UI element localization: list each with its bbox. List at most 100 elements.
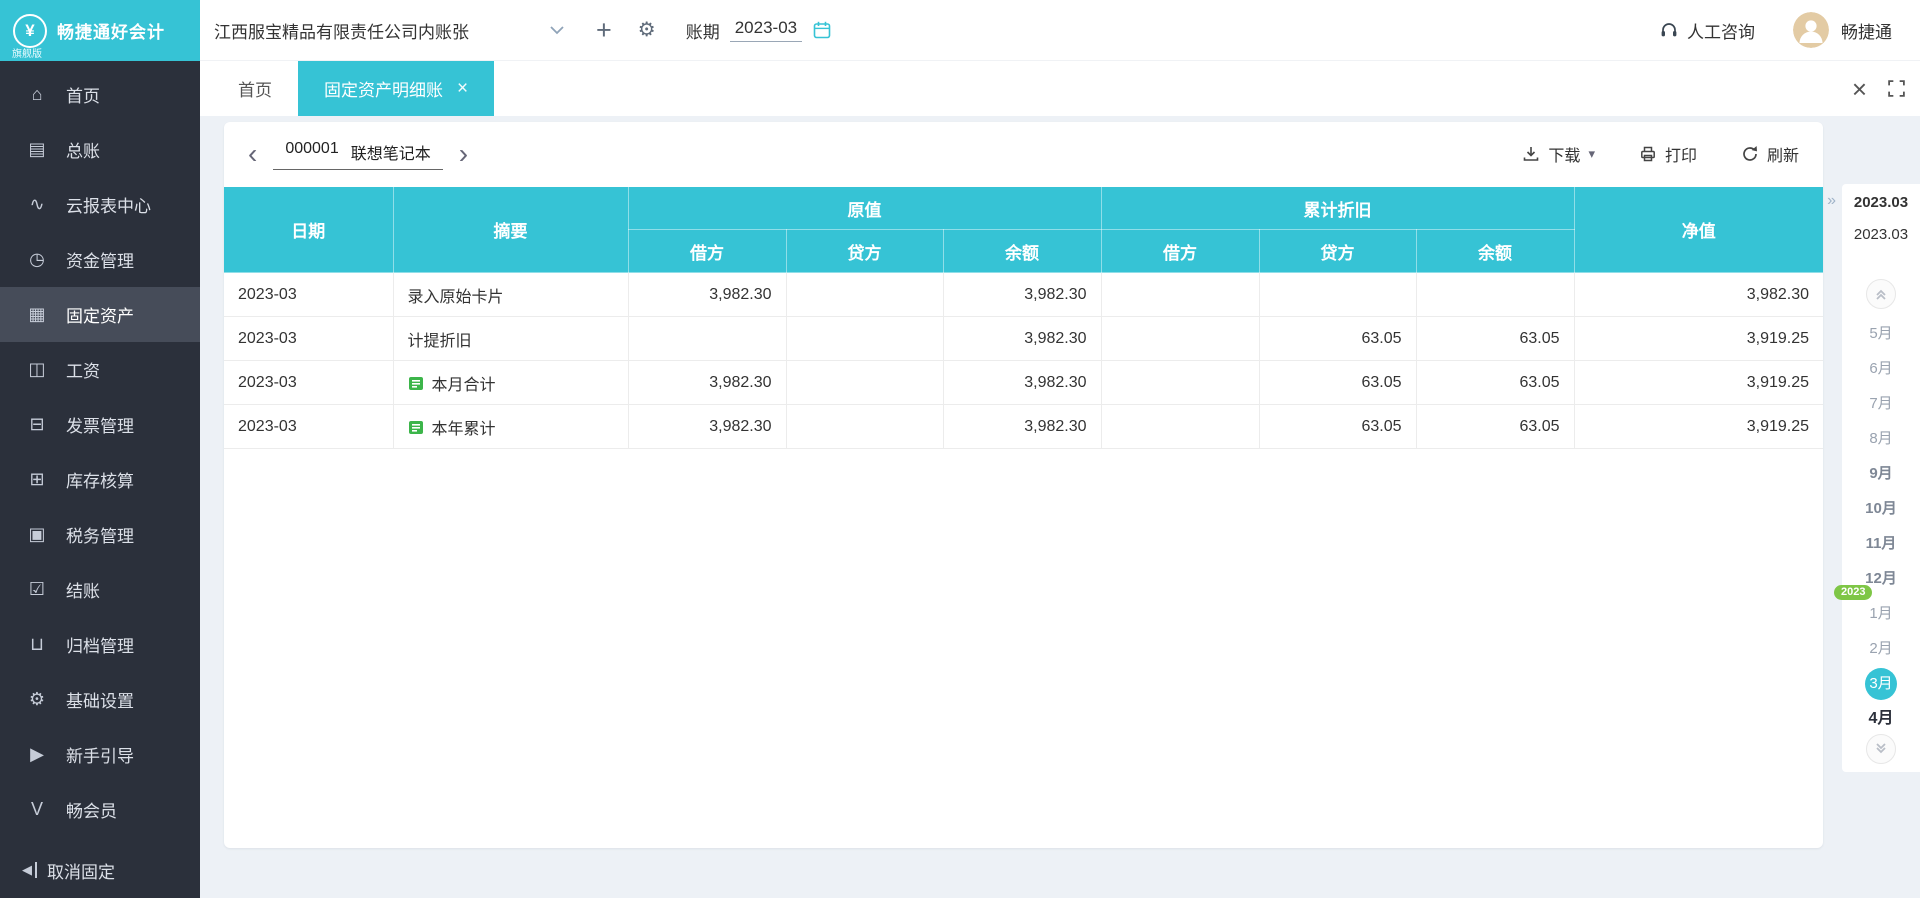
period-value[interactable]: 2023-03 (729, 18, 803, 42)
timeline-scroll-up-button[interactable] (1866, 279, 1896, 309)
sidebar-item-payroll[interactable]: ◫ 工资 (0, 342, 200, 397)
record-code: 000001 (285, 140, 339, 157)
table-row-month-total[interactable]: 2023-03 本月合计 3,982.30 3,982.30 63.05 63.… (224, 360, 1823, 405)
timeline-collapse-icon[interactable]: » (1827, 192, 1836, 209)
download-button[interactable]: 下载 ▾ (1522, 142, 1595, 166)
sidebar-item-member[interactable]: V 畅会员 (0, 782, 200, 837)
cell-dep-debit (1100, 360, 1260, 405)
sidebar-menu: ⌂ 首页 ▤ 总账 ∿ 云报表中心 ◷ 资金管理 ▦ 固定资产 ◫ 工资 ⊟ 发… (0, 61, 200, 837)
accounting-period: 账期 2023-03 (686, 18, 832, 43)
timeline-period-top: 2023.03 (1853, 194, 1909, 211)
timeline-month[interactable]: 7月 (1869, 395, 1893, 412)
sidebar-item-funds[interactable]: ◷ 资金管理 (0, 232, 200, 287)
timeline-month[interactable]: 2月 (1869, 640, 1893, 657)
col-group-accumulated-depreciation: 累计折旧 (1100, 186, 1575, 230)
add-account-button[interactable]: + (596, 14, 612, 45)
clock-icon: ◷ (29, 249, 45, 269)
sidebar-item-settings[interactable]: ⚙ 基础设置 (0, 672, 200, 727)
table-row[interactable]: 2023-03 计提折旧 3,982.30 63.05 63.05 3,919.… (224, 316, 1823, 361)
unpin-sidebar-button[interactable]: ◀ 取消固定 (0, 842, 200, 898)
close-page-icon[interactable]: × (1851, 73, 1867, 104)
company-select[interactable]: 江西服宝精品有限责任公司内账张 (214, 18, 564, 43)
sidebar-item-label: 基础设置 (66, 692, 134, 711)
record-navigator: ‹ 000001 联想笔记本 › (248, 138, 468, 170)
timeline-year-badge: 2023 (1834, 585, 1873, 600)
gear-icon[interactable]: ⚙ (637, 19, 656, 41)
cell-net: 3,982.30 (1573, 272, 1823, 317)
timeline-month[interactable]: 6月 (1869, 360, 1893, 377)
sidebar-item-fixed-assets[interactable]: ▦ 固定资产 (0, 287, 200, 342)
table-header: 日期 摘要 原值 累计折旧 净值 借方 贷方 余额 借方 贷方 余额 (224, 186, 1823, 273)
sidebar-item-general-ledger[interactable]: ▤ 总账 (0, 122, 200, 177)
timeline-months: 5月 6月 7月 8月 9月 10月 11月 12月 1月 2月 3月 4月 (1842, 316, 1920, 736)
sidebar-item-guide[interactable]: ▶ 新手引导 (0, 727, 200, 782)
fixed-asset-ledger-panel: ‹ 000001 联想笔记本 › 下载 ▾ 打印 刷新 (224, 122, 1823, 848)
tab-home[interactable]: 首页 (212, 61, 298, 116)
cell-ov-balance: 3,982.30 (942, 360, 1102, 405)
timeline-scroll-down-button[interactable] (1866, 734, 1896, 764)
col-group-original-value: 原值 (627, 186, 1102, 230)
timeline-month[interactable]: 5月 (1869, 325, 1893, 342)
tab-fixed-asset-ledger[interactable]: 固定资产明细账 × (298, 61, 495, 116)
sidebar-item-label: 总账 (66, 142, 100, 161)
card-toolbar: ‹ 000001 联想笔记本 › 下载 ▾ 打印 刷新 (224, 122, 1823, 186)
period-timeline: 2023.03 2023.03 5月 6月 7月 8月 9月 10月 11月 1… (1834, 184, 1920, 772)
sidebar-item-label: 归档管理 (66, 637, 134, 656)
cell-dep-credit: 63.05 (1258, 360, 1417, 405)
sidebar-item-inventory[interactable]: ⊞ 库存核算 (0, 452, 200, 507)
tab-label: 固定资产明细账 (324, 81, 443, 100)
refresh-label: 刷新 (1766, 148, 1799, 165)
sidebar-item-label: 税务管理 (66, 527, 134, 546)
refresh-button[interactable]: 刷新 (1741, 142, 1799, 166)
timeline-month[interactable]: 9月 (1869, 465, 1893, 482)
next-record-button[interactable]: › (458, 138, 469, 169)
collapse-left-icon: ◀ (22, 862, 37, 878)
table-row-year-total[interactable]: 2023-03 本年累计 3,982.30 3,982.30 63.05 63.… (224, 404, 1823, 449)
fullscreen-icon[interactable] (1887, 79, 1906, 98)
sidebar-item-invoices[interactable]: ⊟ 发票管理 (0, 397, 200, 452)
timeline-month[interactable]: 1月 (1869, 605, 1893, 622)
sidebar-item-closing[interactable]: ☑ 结账 (0, 562, 200, 617)
cell-ov-debit: 3,982.30 (627, 272, 787, 317)
timeline-month[interactable]: 10月 (1865, 500, 1897, 517)
timeline-month-active[interactable]: 3月 (1842, 666, 1920, 701)
sidebar-item-tax[interactable]: ▣ 税务管理 (0, 507, 200, 562)
chevron-down-icon: ▾ (1588, 146, 1595, 161)
cell-ov-debit (627, 316, 787, 361)
table-row[interactable]: 2023-03 录入原始卡片 3,982.30 3,982.30 3,982.3… (224, 272, 1823, 317)
sidebar-item-label: 固定资产 (66, 307, 134, 326)
topbar: 江西服宝精品有限责任公司内账张 + ⚙ 账期 2023-03 人工咨询 畅捷通 (200, 0, 1920, 61)
avatar[interactable] (1793, 12, 1829, 48)
sidebar-item-label: 云报表中心 (66, 197, 151, 216)
cell-dep-credit: 63.05 (1258, 316, 1417, 361)
print-icon (1641, 146, 1655, 162)
payroll-icon: ◫ (28, 359, 46, 379)
tab-close-icon[interactable]: × (457, 78, 469, 99)
inventory-icon: ⊞ (29, 469, 45, 489)
calendar-icon[interactable] (812, 20, 832, 40)
timeline-month-current[interactable]: 4月 (1868, 710, 1894, 727)
cell-ov-debit: 3,982.30 (627, 360, 787, 405)
cell-date: 2023-03 (224, 316, 394, 361)
username[interactable]: 畅捷通 (1841, 22, 1892, 42)
cell-dep-credit (1258, 272, 1417, 317)
sidebar-item-archive[interactable]: ⊔ 归档管理 (0, 617, 200, 672)
support-button[interactable]: 人工咨询 (1659, 18, 1755, 43)
cell-date: 2023-03 (224, 360, 394, 405)
record-selector-input[interactable]: 000001 联想笔记本 (273, 138, 443, 170)
timeline-period-current[interactable]: 2023.03 (1853, 226, 1909, 243)
print-button[interactable]: 打印 (1639, 142, 1697, 166)
app-logo[interactable]: ¥ 畅捷通好会计 旗舰版 (0, 0, 200, 61)
col-header-net-value: 净值 (1573, 186, 1823, 273)
timeline-month[interactable]: 11月 (1865, 535, 1897, 552)
prev-record-button[interactable]: ‹ (248, 138, 258, 169)
cell-ov-debit: 3,982.30 (627, 404, 787, 449)
sidebar-item-label: 资金管理 (66, 252, 134, 271)
timeline-month[interactable]: 8月 (1869, 430, 1893, 447)
sidebar-item-home[interactable]: ⌂ 首页 (0, 67, 200, 122)
strip-actions: × (1852, 61, 1906, 116)
timeline-month[interactable]: 12月 (1865, 570, 1897, 587)
refresh-icon (1743, 146, 1757, 161)
sidebar-item-cloud-reports[interactable]: ∿ 云报表中心 (0, 177, 200, 232)
closing-icon: ☑ (28, 579, 46, 599)
